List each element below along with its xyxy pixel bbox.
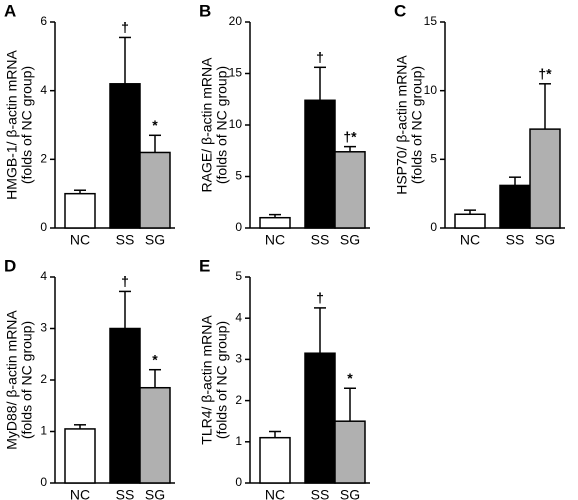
annotation: † <box>121 19 129 35</box>
y-tick-label: 1 <box>235 434 242 448</box>
y-tick-label: 0 <box>430 220 437 234</box>
bar <box>139 151 171 229</box>
y-axis-label: MyD88/ β-actin mRNA <box>4 310 20 450</box>
bar <box>109 327 141 484</box>
annotation: †* <box>343 128 357 144</box>
bar <box>454 213 486 229</box>
x-tick-label: SG <box>535 232 555 248</box>
y-axis-label: HSP70/ β-actin mRNA <box>394 55 410 195</box>
annotation: † <box>316 49 324 65</box>
y-tick-label: 10 <box>229 117 243 131</box>
y-tick-label: 4 <box>235 310 242 324</box>
y-axis-label: (folds of NC group) <box>19 66 35 184</box>
y-tick-label: 0 <box>235 220 242 234</box>
y-tick-label: 20 <box>229 14 243 28</box>
y-tick-label: 5 <box>235 169 242 183</box>
y-tick-label: 2 <box>40 372 47 386</box>
bar <box>334 420 366 484</box>
bar <box>139 386 171 484</box>
y-tick-label: 2 <box>40 152 47 166</box>
panel-label: C <box>394 1 406 20</box>
y-tick-label: 3 <box>235 352 242 366</box>
bar <box>304 352 336 484</box>
bar <box>529 128 561 229</box>
x-tick-label: SG <box>340 487 360 500</box>
x-tick-label: NC <box>70 487 90 500</box>
x-tick-label: SS <box>116 487 135 500</box>
x-tick-label: SG <box>145 232 165 248</box>
panel: B RAGE/ β-actin mRNA (folds of NC group) 0 5… <box>199 1 370 248</box>
bar <box>304 99 336 229</box>
x-tick-label: NC <box>70 232 90 248</box>
panel-label: B <box>199 1 211 20</box>
y-tick-label: 4 <box>40 83 47 97</box>
panel-label: A <box>4 1 16 20</box>
x-tick-label: SS <box>311 487 330 500</box>
y-tick-label: 15 <box>229 66 243 80</box>
bar <box>259 436 291 484</box>
y-tick-label: 5 <box>235 269 242 283</box>
annotation: * <box>347 370 353 386</box>
y-axis-label: (folds of NC group) <box>19 321 35 439</box>
bar <box>499 184 531 229</box>
bar <box>109 83 141 229</box>
bar <box>334 151 366 229</box>
x-tick-label: SS <box>506 232 525 248</box>
x-tick-label: SS <box>311 232 330 248</box>
y-axis-label: (folds of NC group) <box>214 66 230 184</box>
annotation: * <box>152 351 158 367</box>
y-axis-label: (folds of NC group) <box>409 66 425 184</box>
y-tick-label: 4 <box>40 269 47 283</box>
annotation: †* <box>538 66 552 82</box>
y-tick-label: 0 <box>40 220 47 234</box>
y-tick-label: 0 <box>40 475 47 489</box>
annotation: † <box>121 273 129 289</box>
x-tick-label: NC <box>460 232 480 248</box>
y-tick-label: 6 <box>40 14 47 28</box>
y-axis-label: RAGE/ β-actin mRNA <box>199 57 215 193</box>
x-tick-label: SG <box>145 487 165 500</box>
y-axis-label: TLR4/ β-actin mRNA <box>199 315 215 445</box>
y-axis-label: HMGB-1/ β-actin mRNA <box>4 50 20 200</box>
y-tick-label: 0 <box>235 475 242 489</box>
panel-label: E <box>199 256 210 275</box>
y-tick-label: 2 <box>235 393 242 407</box>
bar <box>64 428 96 484</box>
bar <box>259 216 291 229</box>
y-axis-label: (folds of NC group) <box>214 321 230 439</box>
y-tick-label: 15 <box>424 14 438 28</box>
panel: A HMGB-1/ β-actin mRNA (folds of NC group)… <box>4 1 175 248</box>
panel: C HSP70/ β-actin mRNA (folds of NC group) 0… <box>394 1 565 248</box>
bar <box>64 192 96 229</box>
panel-label: D <box>4 256 16 275</box>
y-tick-label: 10 <box>424 83 438 97</box>
annotation: * <box>152 117 158 133</box>
x-tick-label: SS <box>116 232 135 248</box>
x-tick-label: SG <box>340 232 360 248</box>
y-tick-label: 1 <box>40 424 47 438</box>
x-tick-label: NC <box>265 232 285 248</box>
panel: D MyD88/ β-actin mRNA (folds of NC group) 0… <box>4 256 175 500</box>
y-tick-label: 5 <box>430 152 437 166</box>
annotation: † <box>316 290 324 306</box>
x-tick-label: NC <box>265 487 285 500</box>
panel: E TLR4/ β-actin mRNA (folds of NC group) 0 1… <box>199 256 370 500</box>
y-tick-label: 3 <box>40 321 47 335</box>
